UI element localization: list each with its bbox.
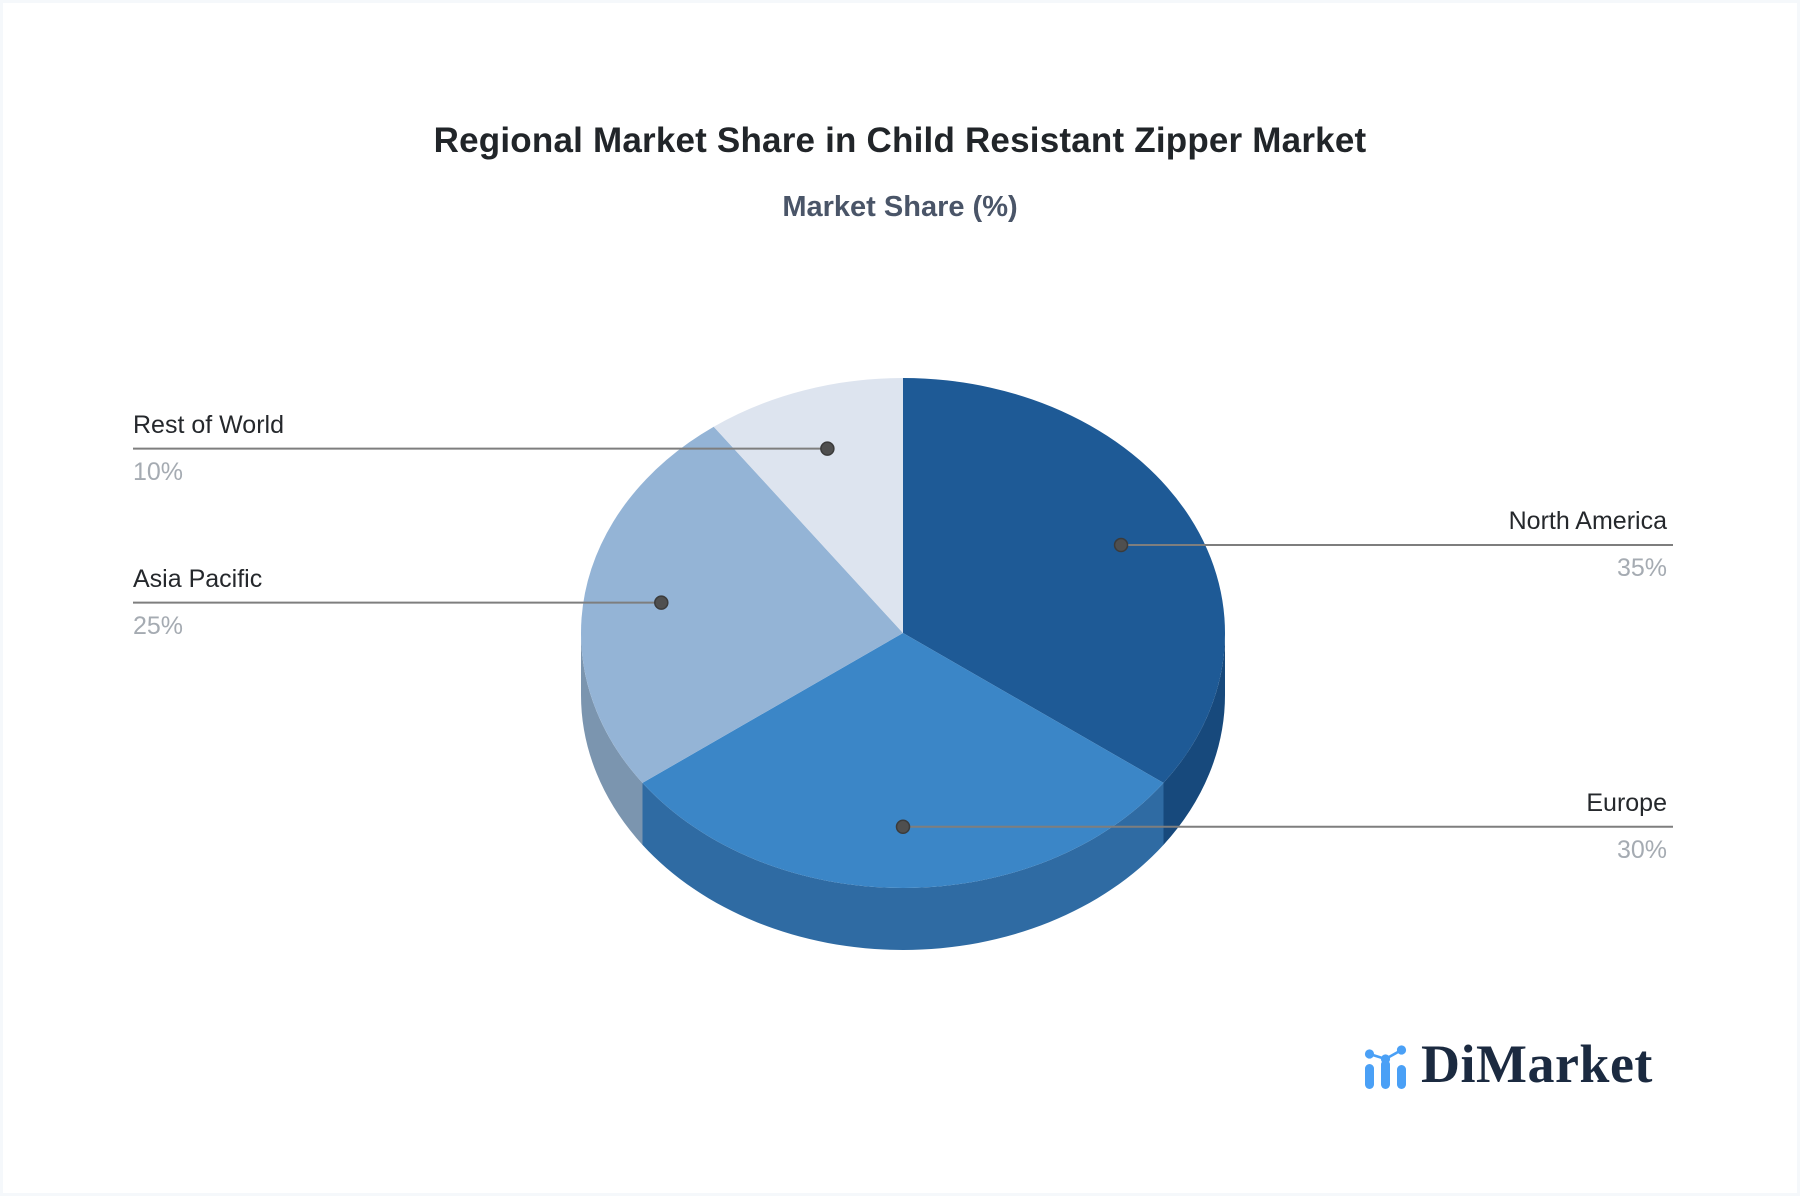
chart-subtitle: Market Share (%) [782,191,1018,223]
bar-line-chart-icon [1364,1044,1407,1089]
slice-label: Asia Pacific [133,564,263,593]
slice-label: North America [1508,507,1667,536]
callout-dot [895,819,911,835]
pie-slice-rest-of-world[interactable] [713,378,903,633]
logo-text: DiMarket [1421,1034,1653,1094]
pie-slice-asia-pacific[interactable] [581,426,903,783]
pie-slice-side [642,782,1164,951]
slice-value: 35% [1616,554,1667,583]
slice-value: 25% [133,611,184,640]
slice-label: Europe [1586,788,1667,817]
pie-slice-europe[interactable] [642,633,1164,888]
pie-slice-side [1163,633,1225,845]
pie-chart [133,378,1673,951]
chart-title: Regional Market Share in Child Resistant… [433,121,1367,160]
callout-dot [654,595,669,610]
slice-value: 30% [1616,835,1667,864]
dimarket-logo: DiMarket [1363,1034,1653,1094]
pie-slice-north-america[interactable] [903,378,1225,783]
slice-value: 10% [133,457,184,486]
pie-slice-side [581,633,643,845]
callout-dot [1113,537,1129,553]
callout-dot [820,441,835,456]
slice-label: Rest of World [133,410,284,439]
